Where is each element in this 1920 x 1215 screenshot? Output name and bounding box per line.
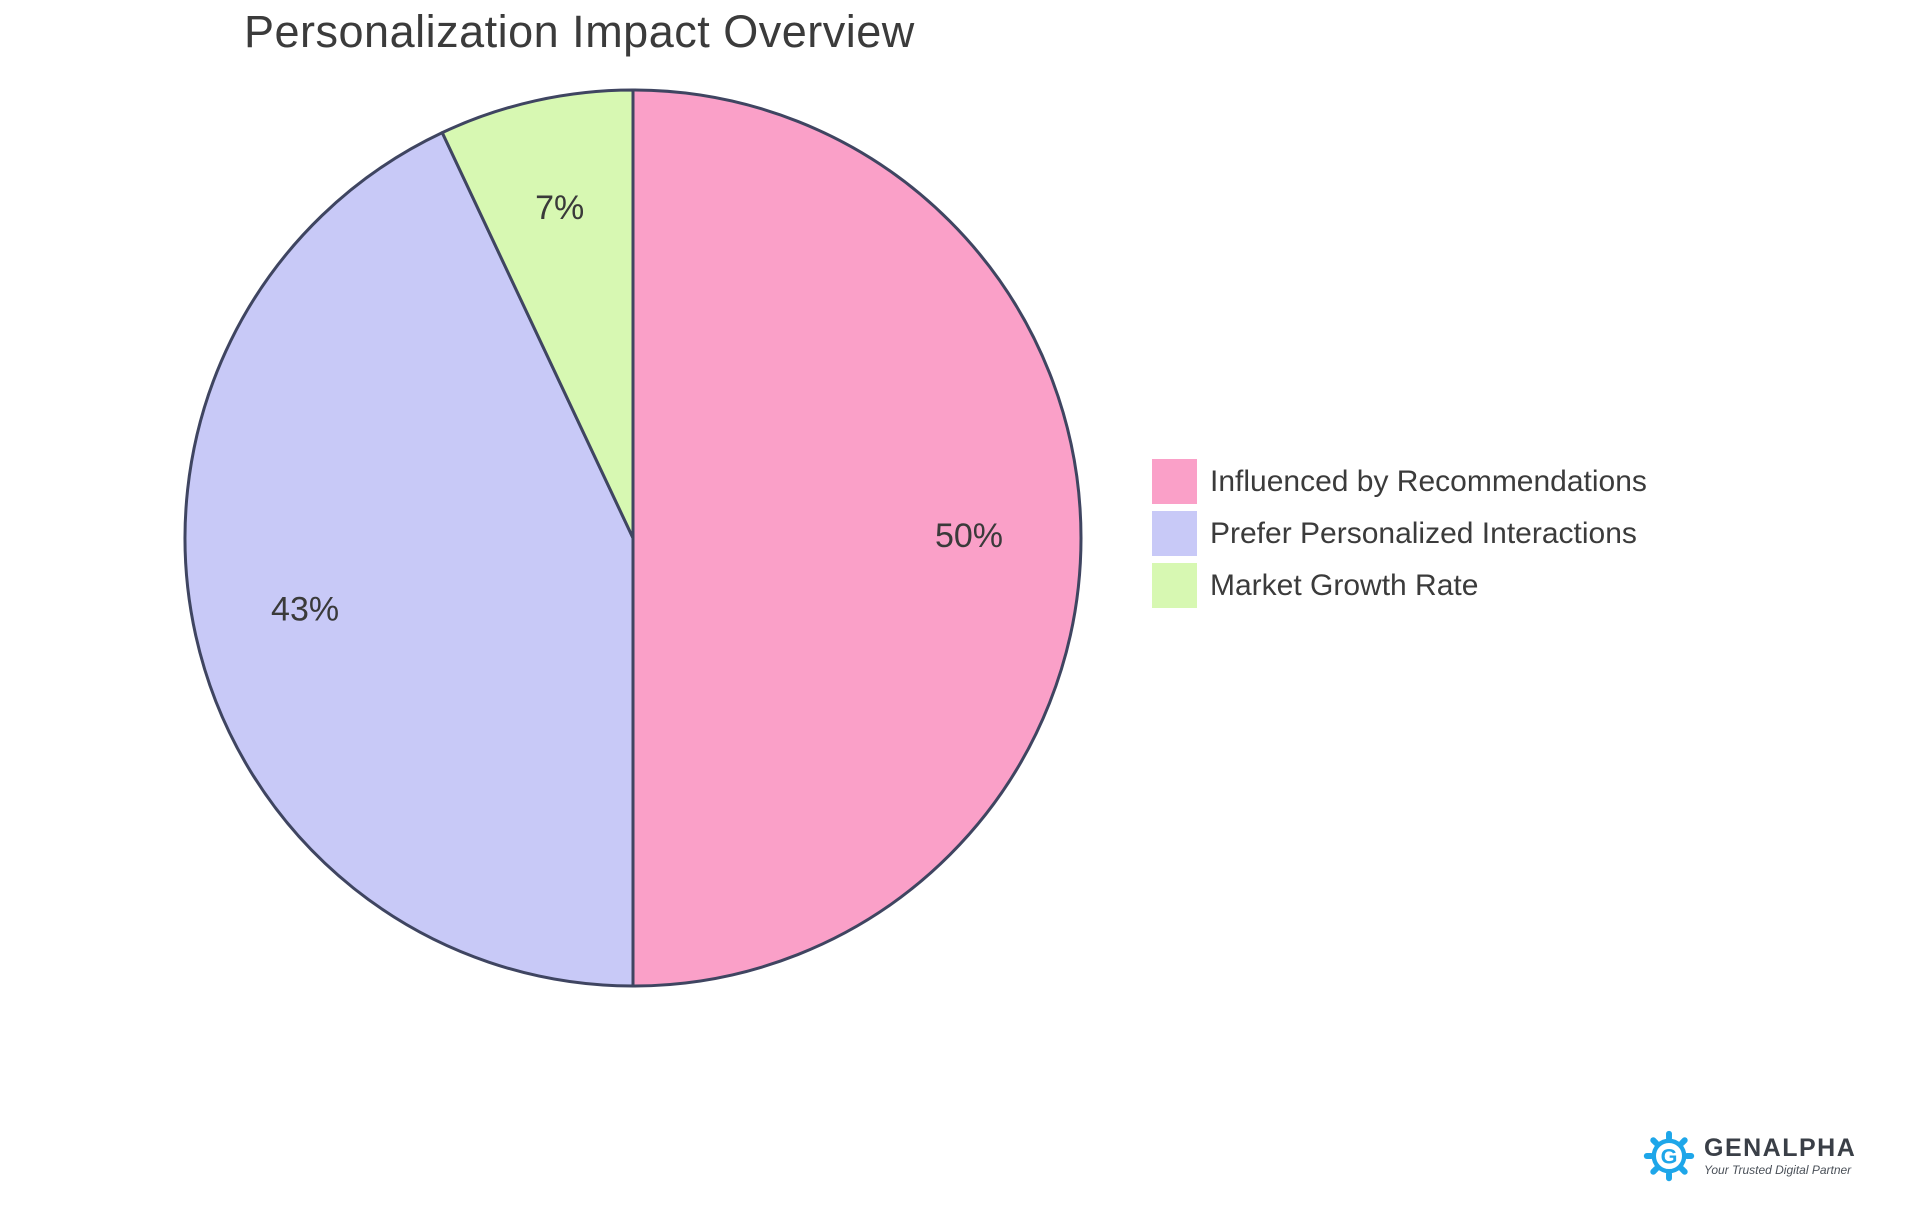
legend-swatch-market [1152, 563, 1197, 608]
brand-text: GENALPHA Your Trusted Digital Partner [1704, 1135, 1856, 1177]
pie-slice-label-1: 43% [271, 590, 339, 628]
pie-slice-0 [631, 88, 1083, 988]
legend-item: Influenced by Recommendations [1152, 459, 1647, 504]
chart-title: Personalization Impact Overview [244, 6, 915, 57]
legend-item: Market Growth Rate [1152, 563, 1647, 608]
legend-item: Prefer Personalized Interactions [1152, 511, 1647, 556]
pie-slice-label-0: 50% [935, 517, 1003, 555]
brand-tagline: Your Trusted Digital Partner [1704, 1163, 1852, 1177]
brand-name: GENALPHA [1704, 1134, 1857, 1162]
legend-label: Market Growth Rate [1210, 569, 1479, 602]
legend-swatch-influenced [1152, 459, 1197, 504]
legend: Influenced by Recommendations Prefer Per… [1152, 459, 1647, 608]
brand-logo: G GENALPHA Your Trusted Digital Partner [1643, 1130, 1856, 1182]
pie-slice-1 [183, 131, 635, 988]
pie-slice-label-2: 7% [535, 189, 584, 227]
legend-label: Prefer Personalized Interactions [1210, 517, 1637, 550]
legend-swatch-prefer [1152, 511, 1197, 556]
legend-label: Influenced by Recommendations [1210, 465, 1647, 498]
svg-text:G: G [1661, 1144, 1678, 1169]
gear-g-icon: G [1643, 1130, 1695, 1182]
pie-slice-2 [440, 88, 635, 540]
